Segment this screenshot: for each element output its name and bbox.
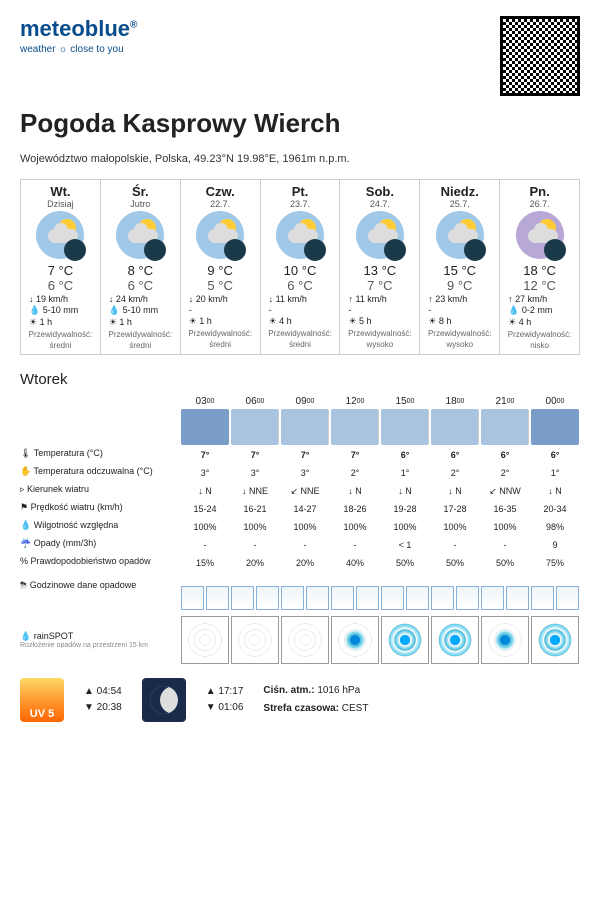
day-card: Niedz.25.7. 15 °C9 °C ↑ 23 km/h-☀ 8 h Pr…	[420, 180, 500, 354]
precip-label: ⛈ Godzinowe dane opadowe	[20, 580, 180, 610]
footer: UV 5 ▲ 04:54 ▼ 20:38 ▲ 17:17 ▼ 01:06 Ciś…	[20, 678, 580, 722]
qr-code	[500, 16, 580, 96]
rainspot	[331, 616, 379, 664]
precip-bars	[180, 586, 580, 610]
day-card: Sob.24.7. 13 °C7 °C ↑ 11 km/h-☀ 5 h Prze…	[340, 180, 420, 354]
moon-icon	[142, 678, 186, 722]
hour-col: 0300 7°3°↓ N15-24100%-15%	[180, 394, 230, 572]
rainspot	[181, 616, 229, 664]
hour-col: 2100 6°2°↙ NNW16-35100%-50%	[480, 394, 530, 572]
day-card: Wt.Dzisiaj 7 °C6 °C ↓ 19 km/h💧 5-10 mm☀ …	[21, 180, 101, 354]
rainspot	[381, 616, 429, 664]
hour-col: 1800 6°2°↓ N17-28100%-50%	[430, 394, 480, 572]
brand: meteoblue® weather ☼ close to you	[20, 16, 137, 55]
moon-times: ▲ 17:17 ▼ 01:06	[206, 684, 244, 716]
hour-col: 0600 7°3°↓ NNE16-21100%-20%	[230, 394, 280, 572]
hour-col: 0900 7°3°↙ NNE14-27100%-20%	[280, 394, 330, 572]
rainspot	[231, 616, 279, 664]
hourly-labels: 🌡 Temperatura (°C) ✋ Temperatura odczuwa…	[20, 394, 180, 572]
hourly-title: Wtorek	[20, 371, 580, 388]
day-card: Czw.22.7. 9 °C5 °C ↓ 20 km/h-☀ 1 h Przew…	[181, 180, 261, 354]
rainspot	[481, 616, 529, 664]
rainspot	[531, 616, 579, 664]
page-title: Pogoda Kasprowy Wierch	[20, 108, 580, 139]
day-card: Pn.26.7. 18 °C12 °C ↑ 27 km/h💧 0-2 mm☀ 4…	[500, 180, 579, 354]
sun-times: ▲ 04:54 ▼ 20:38	[84, 684, 122, 716]
logo: meteoblue®	[20, 16, 137, 42]
rainspots	[180, 616, 580, 664]
hour-col: 1500 6°1°↓ N19-28100%< 150%	[380, 394, 430, 572]
rainspot-label: 💧 rainSPOT Rozłożenie opadów na przestrz…	[20, 631, 180, 649]
tagline: weather ☼ close to you	[20, 44, 137, 55]
day-card: Śr.Jutro 8 °C6 °C ↓ 24 km/h💧 5-10 mm☀ 1 …	[101, 180, 181, 354]
location-subtitle: Województwo małopolskie, Polska, 49.23°N…	[20, 153, 580, 165]
days-row: Wt.Dzisiaj 7 °C6 °C ↓ 19 km/h💧 5-10 mm☀ …	[20, 179, 580, 355]
rainspot	[431, 616, 479, 664]
meta: Ciśn. atm.: 1016 hPa Strefa czasowa: CES…	[263, 682, 368, 718]
hourly-columns: 0300 7°3°↓ N15-24100%-15%0600 7°3°↓ NNE1…	[180, 394, 580, 572]
hour-col: 1200 7°2°↓ N18-26100%-40%	[330, 394, 380, 572]
hour-col: 0000 6°1°↓ N20-3498%975%	[530, 394, 580, 572]
rainspot	[281, 616, 329, 664]
uv-icon: UV 5	[20, 678, 64, 722]
day-card: Pt.23.7. 10 °C6 °C ↓ 11 km/h-☀ 4 h Przew…	[261, 180, 341, 354]
header: meteoblue® weather ☼ close to you	[20, 16, 580, 96]
